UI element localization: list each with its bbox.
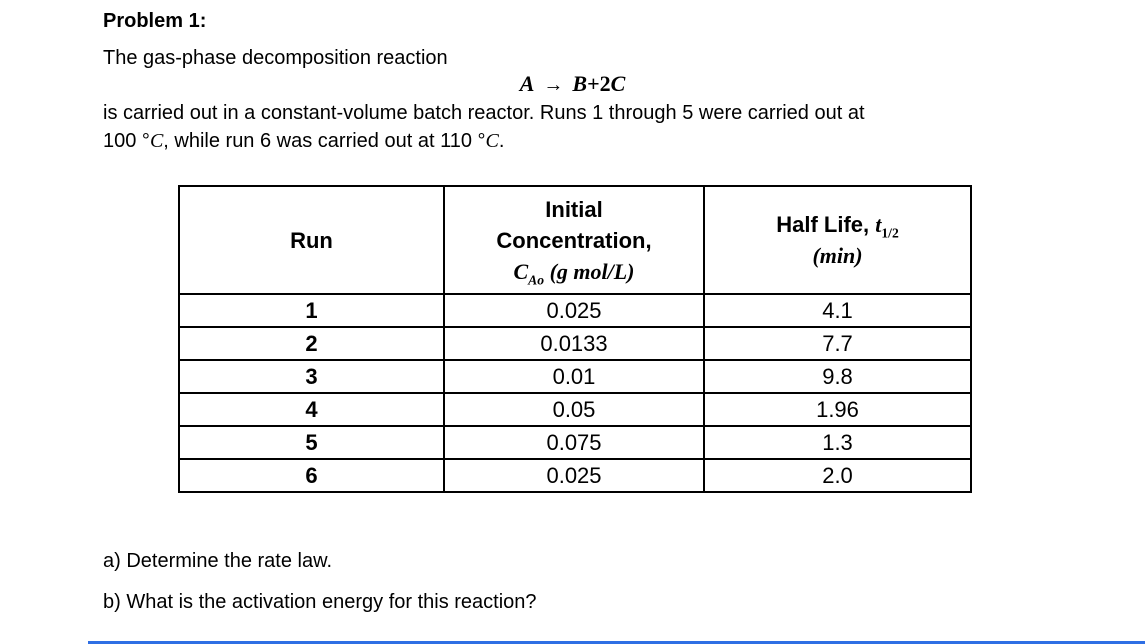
question-b: b) What is the activation energy for thi…: [103, 591, 537, 613]
initial-concentration-value: 0.05: [443, 392, 705, 427]
half-life-value: 1.3: [703, 425, 972, 460]
table-row: 3 0.01 9.8: [178, 359, 972, 394]
conc-units: (g mol/L): [544, 258, 635, 284]
reaction-arrow: →: [543, 74, 564, 96]
header-conc-symbol-line: CAo (g mol/L): [445, 256, 703, 287]
half-life-label: Half Life,: [776, 212, 876, 237]
initial-concentration-value: 0.025: [443, 458, 705, 493]
conc-symbol: C: [513, 258, 529, 284]
run-number: 6: [178, 458, 445, 493]
half-life-value: 2.0: [703, 458, 972, 493]
equation-product-c: C: [610, 71, 626, 96]
initial-concentration-value: 0.0133: [443, 326, 705, 361]
table-row: 1 0.025 4.1: [178, 293, 972, 328]
reaction-equation: A → B+2C: [0, 71, 1145, 97]
header-conc-line2: Concentration,: [496, 227, 652, 253]
header-run: Run: [178, 185, 445, 295]
equation-coefficient: +2: [587, 71, 611, 96]
run-number: 1: [178, 293, 445, 328]
celsius-symbol: C: [149, 130, 164, 152]
equation-reactant: A: [519, 71, 535, 96]
body-text-line2: 100 °C, while run 6 was carried out at 1…: [103, 130, 504, 153]
header-half-units: (min): [705, 240, 970, 271]
run-number: 2: [178, 326, 445, 361]
header-conc-line1: Initial: [545, 196, 603, 222]
half-life-value: 4.1: [703, 293, 972, 328]
equation-product-b: B: [572, 71, 588, 96]
body-text-segment: 100 °: [103, 130, 150, 152]
header-half-line1: Half Life, t1/2: [705, 209, 970, 240]
question-a: a) Determine the rate law.: [103, 550, 332, 572]
table-row: 5 0.075 1.3: [178, 425, 972, 460]
half-life-value: 9.8: [703, 359, 972, 394]
table-row: 4 0.05 1.96: [178, 392, 972, 427]
body-text-segment: .: [498, 130, 505, 152]
run-number: 4: [178, 392, 445, 427]
run-number: 5: [178, 425, 445, 460]
half-life-value: 7.7: [703, 326, 972, 361]
conc-subscript: Ao: [528, 271, 545, 287]
table-row: 6 0.025 2.0: [178, 458, 972, 493]
problem-heading: Problem 1:: [103, 10, 207, 32]
bottom-accent-bar: [88, 641, 1145, 644]
half-life-symbol: t: [875, 212, 882, 237]
header-initial-concentration: Initial Concentration, CAo (g mol/L): [443, 185, 705, 295]
half-life-value: 1.96: [703, 392, 972, 427]
run-number: 3: [178, 359, 445, 394]
runs-data-table: Run Initial Concentration, CAo (g mol/L)…: [178, 185, 972, 493]
half-units: (min): [812, 243, 863, 268]
celsius-symbol: C: [485, 130, 499, 152]
body-text-line1: is carried out in a constant-volume batc…: [103, 102, 865, 124]
table-row: 2 0.0133 7.7: [178, 326, 972, 361]
initial-concentration-value: 0.075: [443, 425, 705, 460]
initial-concentration-value: 0.01: [443, 359, 705, 394]
table-header-row: Run Initial Concentration, CAo (g mol/L)…: [178, 185, 972, 295]
initial-concentration-value: 0.025: [443, 293, 705, 328]
intro-line: The gas-phase decomposition reaction: [103, 47, 448, 69]
half-life-subscript: 1/2: [881, 225, 899, 241]
header-half-life: Half Life, t1/2 (min): [703, 185, 972, 295]
body-text-segment: , while run 6 was carried out at 110 °: [163, 130, 486, 152]
